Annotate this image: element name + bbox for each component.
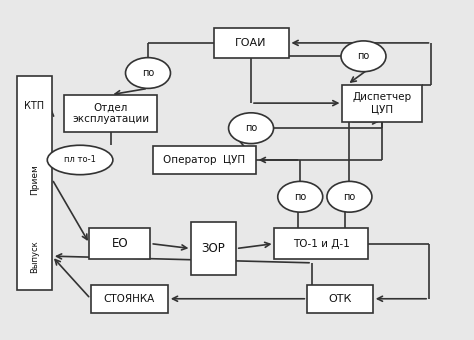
Ellipse shape: [327, 181, 372, 212]
Text: по: по: [142, 68, 154, 78]
Text: Диспетчер
ЦУП: Диспетчер ЦУП: [353, 92, 412, 114]
Text: СТОЯНКА: СТОЯНКА: [104, 294, 155, 304]
Text: ОТК: ОТК: [328, 294, 352, 304]
Ellipse shape: [341, 41, 386, 72]
Bar: [214, 28, 289, 58]
Bar: [191, 222, 236, 275]
Ellipse shape: [126, 57, 171, 88]
Bar: [153, 146, 256, 174]
Text: по: по: [245, 123, 257, 133]
Text: Оператор  ЦУП: Оператор ЦУП: [163, 155, 245, 165]
Bar: [64, 95, 157, 132]
Text: ЗОР: ЗОР: [202, 242, 226, 255]
Text: по: по: [357, 51, 370, 61]
Text: пл то-1: пл то-1: [64, 155, 96, 165]
Text: ГОАИ: ГОАИ: [235, 38, 267, 48]
Text: Отдел
эксплуатации: Отдел эксплуатации: [72, 102, 149, 124]
Bar: [90, 228, 150, 259]
Bar: [17, 76, 52, 290]
Ellipse shape: [278, 181, 323, 212]
Text: Прием: Прием: [30, 164, 39, 194]
Bar: [274, 228, 368, 259]
Text: по: по: [294, 192, 306, 202]
Bar: [91, 285, 168, 313]
Text: ТО-1 и Д-1: ТО-1 и Д-1: [293, 239, 350, 249]
Bar: [342, 85, 422, 121]
Text: ЕО: ЕО: [111, 237, 128, 250]
Ellipse shape: [228, 113, 273, 143]
Bar: [307, 285, 373, 313]
Text: Выпуск: Выпуск: [30, 240, 39, 273]
Ellipse shape: [47, 145, 113, 175]
Text: КТП: КТП: [24, 101, 45, 111]
Text: по: по: [343, 192, 356, 202]
